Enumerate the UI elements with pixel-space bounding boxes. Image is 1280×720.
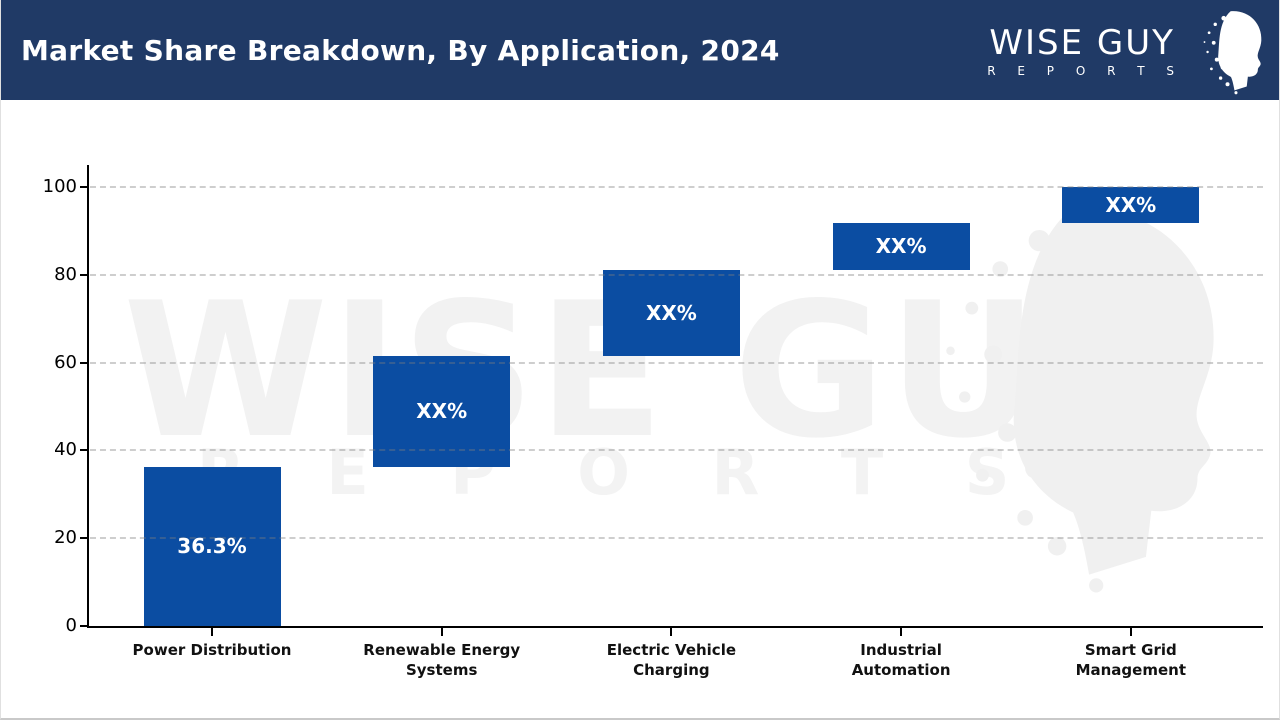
- bar-renewable-energy: [373, 355, 511, 467]
- bar-value-label: XX%: [875, 234, 927, 259]
- x-tick-label-renewable-energy: Renewable Energy Systems: [363, 641, 521, 680]
- x-tick-mark: [211, 628, 213, 636]
- x-tick-mark: [900, 628, 903, 636]
- x-tick-label-power-distribution: Power Distribution: [132, 641, 292, 659]
- x-tick-label-smart-grid: Smart Grid Management: [1075, 641, 1186, 680]
- y-tick-label: 0: [65, 615, 77, 636]
- y-tick-label: 20: [54, 527, 77, 549]
- logo-wordmark: WISE GUY: [989, 23, 1175, 64]
- y-tick-mark: [80, 449, 89, 452]
- bar-electric-vehicle: [602, 269, 740, 356]
- watermark-text-reports: R E P O R T S: [197, 436, 1040, 509]
- x-tick-label-electric-vehicle: Electric Vehicle Charging: [606, 641, 737, 680]
- bar-industrial: [832, 222, 970, 270]
- page-title: Market Share Breakdown, By Application, …: [21, 33, 780, 67]
- y-tick-label: 80: [54, 263, 77, 285]
- gridline: [90, 273, 1263, 276]
- gridline: [90, 186, 1263, 188]
- y-tick-mark: [80, 537, 89, 540]
- x-tick-label-industrial: Industrial Automation: [851, 641, 951, 680]
- logo: WISE GUY R E P O R T S: [981, 8, 1267, 96]
- y-tick-mark: [80, 273, 89, 276]
- bar-value-label: 36.3%: [177, 534, 247, 559]
- gridline: [90, 361, 1263, 364]
- logo-subtitle: R E P O R T S: [987, 63, 1183, 78]
- dotted-face-icon: [1185, 9, 1267, 95]
- y-tick-label: 60: [54, 351, 77, 373]
- gridline: [90, 537, 1263, 540]
- bar-smart-grid: [1062, 187, 1200, 223]
- y-axis-line: [87, 165, 89, 628]
- y-tick-mark: [80, 186, 89, 188]
- y-tick-mark: [80, 361, 89, 364]
- y-tick-label: 100: [42, 176, 77, 197]
- x-tick-mark: [1129, 628, 1132, 636]
- y-tick-label: 40: [54, 439, 77, 461]
- bar-value-label: XX%: [645, 300, 697, 325]
- x-axis-line: [87, 626, 1263, 628]
- gridline: [90, 449, 1263, 452]
- bar-value-label: XX%: [416, 399, 468, 424]
- y-tick-mark: [80, 625, 89, 627]
- bar-power-distribution: [143, 466, 281, 626]
- x-tick-mark: [670, 628, 673, 636]
- logo-text: WISE GUY R E P O R T S: [981, 23, 1183, 78]
- x-tick-mark: [440, 628, 443, 636]
- bar-value-label: XX%: [1105, 192, 1157, 217]
- header: Market Share Breakdown, By Application, …: [1, 0, 1279, 100]
